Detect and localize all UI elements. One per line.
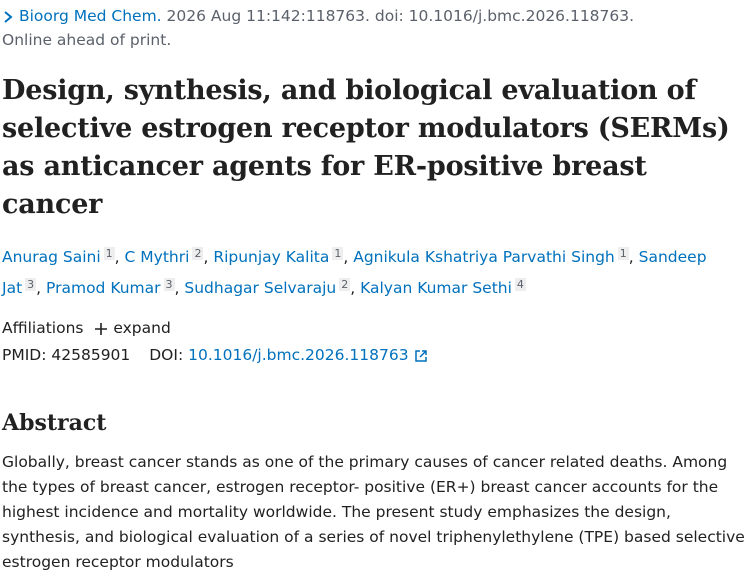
author-separator: ,	[36, 279, 42, 297]
author-separator: ,	[350, 279, 356, 297]
author-name[interactable]: Sandeep Jat	[2, 248, 707, 297]
author: Pramod Kumar 3,	[46, 278, 180, 297]
pmid: 42585901	[51, 346, 131, 364]
author-list: Anurag Saini 1, C Mythri 2, Ripunjay Kalit…	[2, 240, 748, 302]
doi: 10.1016/j.bmc.2026.118763	[188, 346, 409, 364]
affiliations: Affiliations expand	[2, 316, 748, 340]
author: Anurag Saini 1,	[2, 247, 120, 266]
affiliation-number[interactable]: 2	[339, 278, 351, 291]
page-body: Bioorg Med Chem. 2026 Aug 11:142:118763.…	[0, 4, 750, 571]
author-name[interactable]: Ripunjay Kalita	[213, 248, 330, 266]
affiliation-number[interactable]: 1	[103, 247, 115, 260]
author-separator: ,	[174, 279, 180, 297]
author-separator: ,	[343, 248, 349, 266]
author-separator: ,	[114, 248, 120, 266]
author-name[interactable]: Agnikula Kshatriya Parvathi Singh	[353, 248, 615, 266]
affiliation-number[interactable]: 3	[25, 278, 37, 291]
page: Article {"citation": {"journal": "Bioorg…	[0, 4, 750, 571]
author: Kalyan Kumar Sethi 4	[360, 278, 526, 297]
expand-label: expand	[113, 319, 171, 337]
author-name[interactable]: Kalyan Kumar Sethi	[360, 279, 512, 297]
affiliation-number[interactable]: 2	[192, 247, 204, 260]
doi-label: DOI:	[149, 346, 184, 364]
citation-details: 2026 Aug 11:142:118763. doi: 10.1016/j.b…	[166, 7, 635, 25]
author-separator: ,	[203, 248, 209, 266]
author: Sandeep Jat 3,	[2, 248, 707, 297]
external-link-icon	[414, 349, 427, 362]
publication-status: Online ahead of print.	[2, 31, 172, 49]
plus-icon	[95, 322, 108, 335]
doi-link[interactable]: 10.1016/j.bmc.2026.118763	[188, 346, 427, 364]
affiliation-number[interactable]: 1	[332, 247, 344, 260]
author: C Mythri 2,	[124, 247, 209, 266]
affiliation-number[interactable]: 4	[514, 278, 526, 291]
author: Sudhagar Selvaraju 2,	[184, 278, 356, 297]
journal-link[interactable]: Bioorg Med Chem.	[18, 7, 162, 25]
author-separator: ,	[628, 248, 634, 266]
author-name[interactable]: C Mythri	[124, 248, 190, 266]
author-name[interactable]: Anurag Saini	[2, 248, 101, 266]
pmid-label: PMID:	[2, 346, 47, 364]
affiliation-number[interactable]: 1	[617, 247, 629, 260]
author-name[interactable]: Sudhagar Selvaraju	[184, 279, 337, 297]
expand-toggle[interactable]: expand	[94, 319, 171, 337]
chevron-icon	[4, 10, 13, 23]
author: Ripunjay Kalita 1,	[213, 247, 349, 266]
article-title: Design, synthesis, and biological evalua…	[2, 75, 730, 220]
abstract-heading: Abstract	[2, 410, 107, 436]
article: Bioorg Med Chem. 2026 Aug 11:142:118763.…	[0, 4, 748, 575]
affiliations-label: Affiliations	[2, 319, 84, 337]
author: Agnikula Kshatriya Parvathi Singh 1,	[353, 247, 634, 266]
identifiers: PMID: 42585901 DOI: 10.1016/j.bmc.2026.1…	[2, 340, 748, 370]
abstract-text: Globally, breast cancer stands as one of…	[2, 453, 745, 571]
affiliation-number[interactable]: 3	[163, 278, 175, 291]
citation: Bioorg Med Chem. 2026 Aug 11:142:118763.…	[2, 4, 748, 28]
author-name[interactable]: Pramod Kumar	[46, 279, 161, 297]
